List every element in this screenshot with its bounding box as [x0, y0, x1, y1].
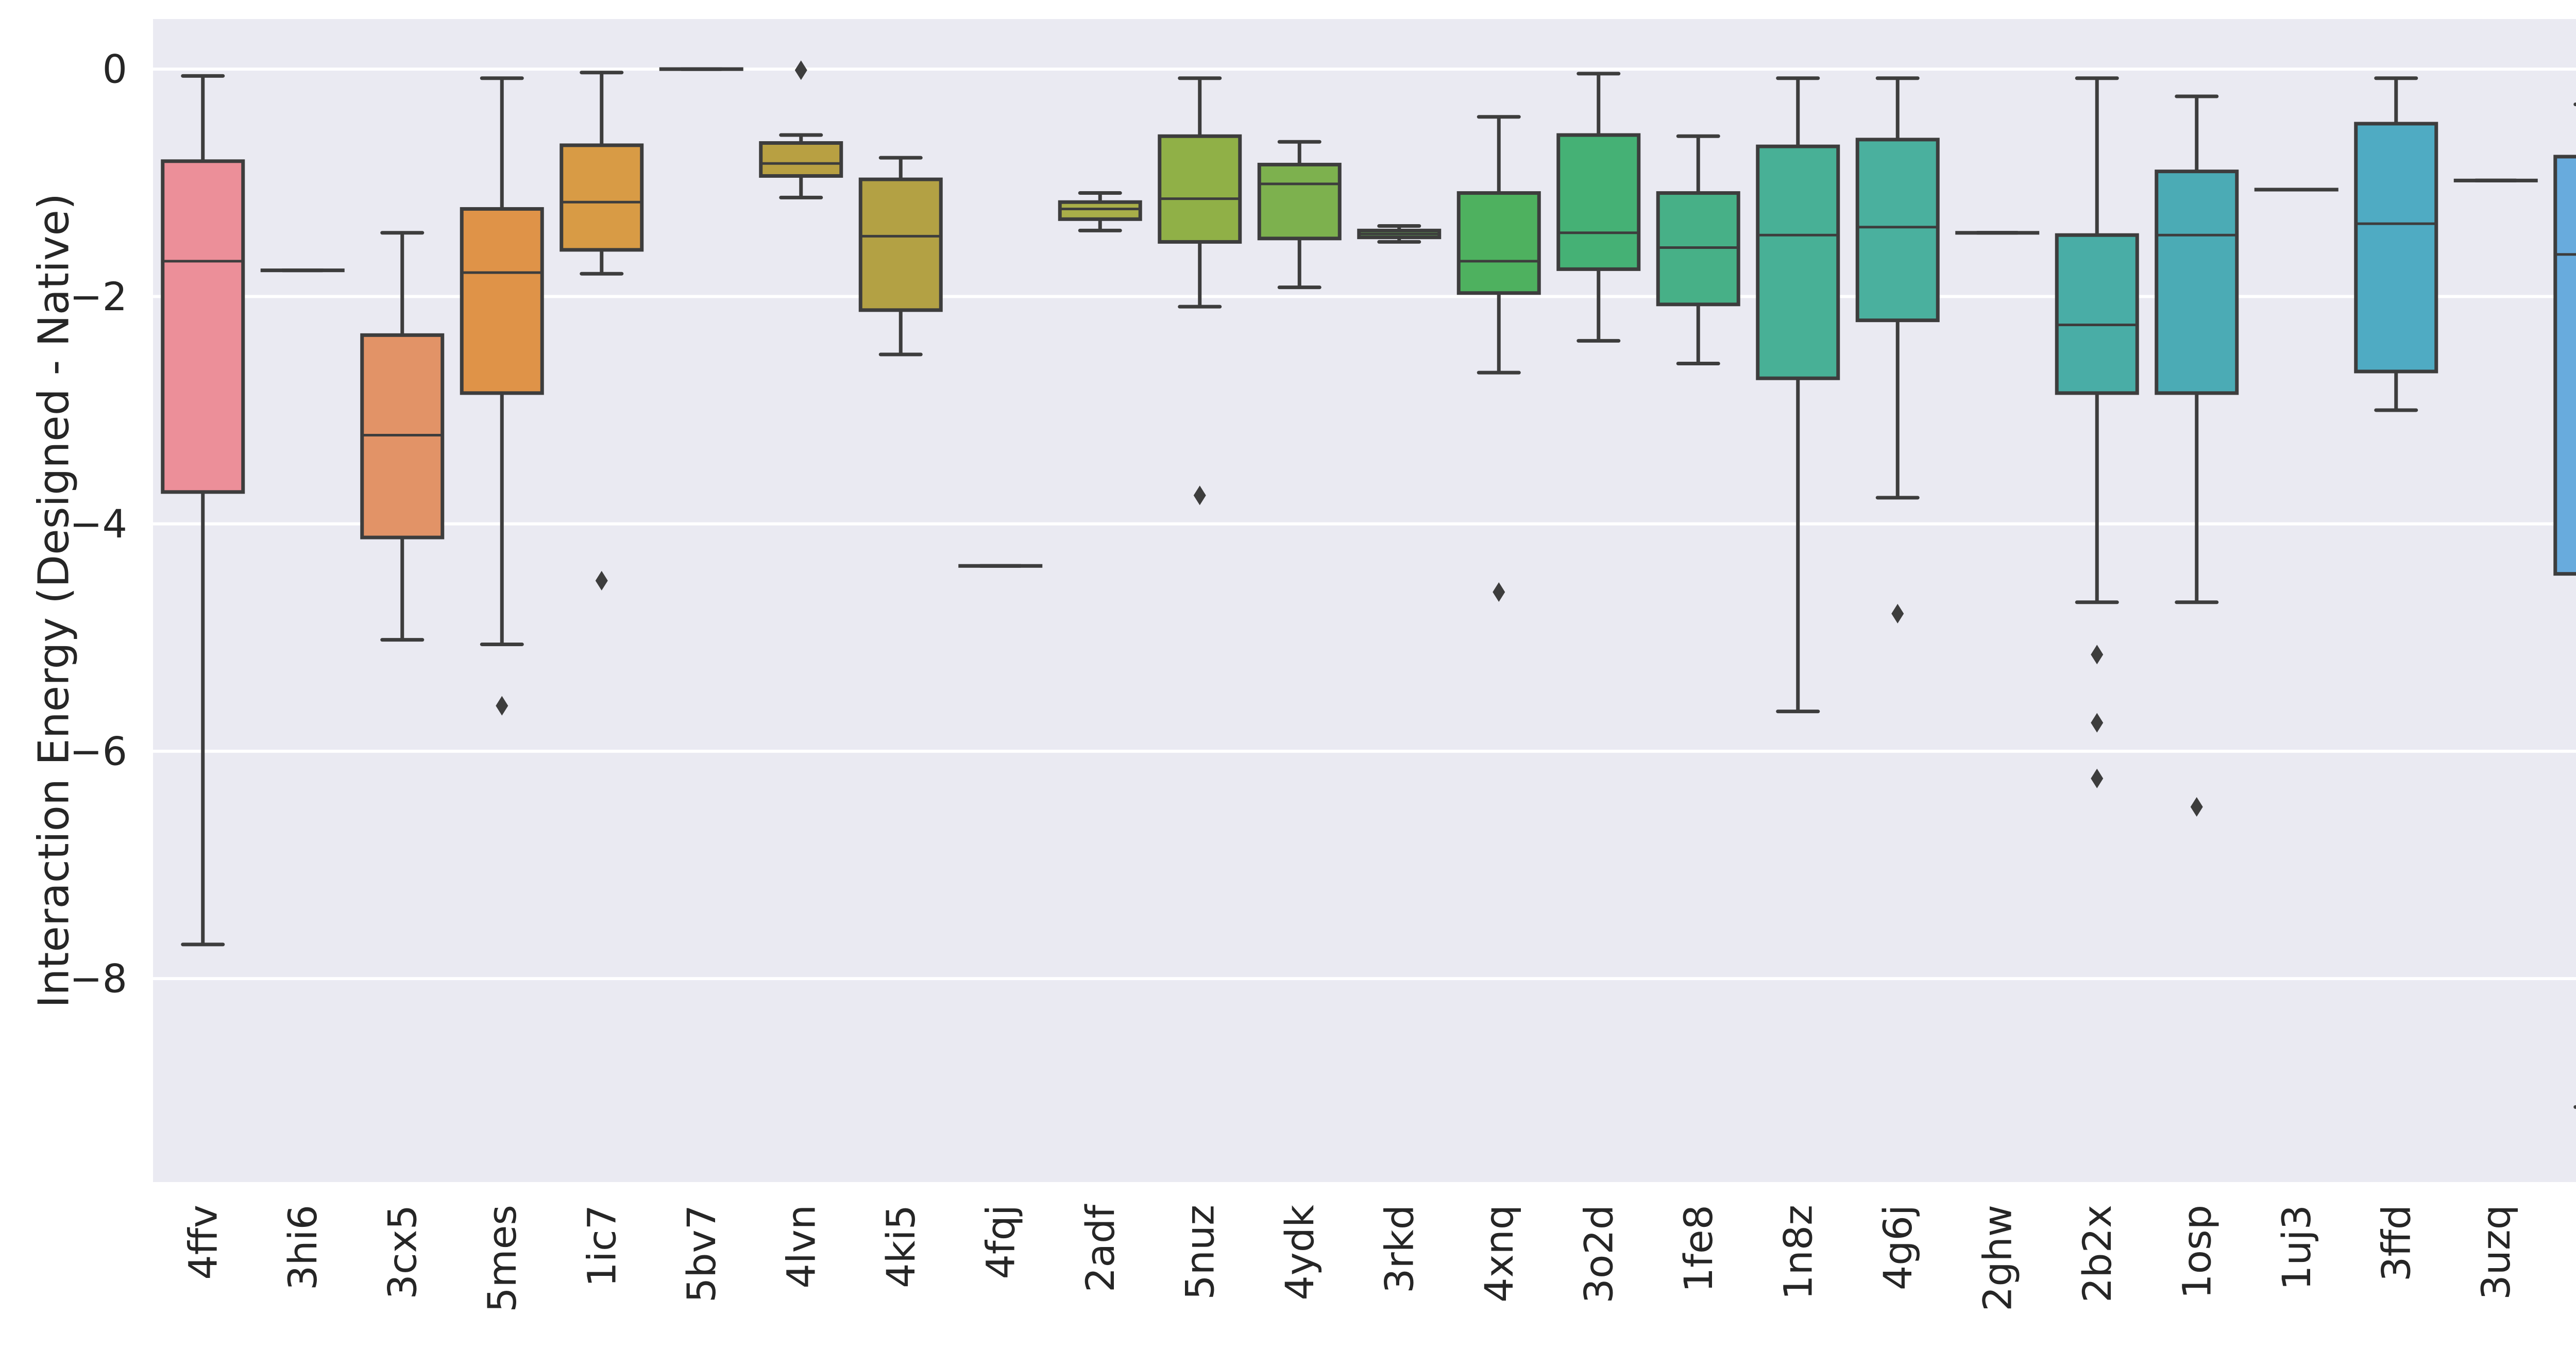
x-tick-label: 5nuz	[1177, 1205, 1223, 1300]
y-tick-label: −4	[70, 501, 127, 547]
iqr-box	[1158, 134, 1242, 244]
box-3o2d	[1556, 72, 1641, 343]
outlier-marker	[1193, 485, 1206, 506]
x-tick-label: 5mes	[479, 1205, 525, 1312]
iqr-box	[1257, 162, 1342, 241]
iqr-box	[2354, 122, 2438, 374]
x-tick-label: 1ic7	[579, 1205, 624, 1287]
box-4xnq	[1456, 115, 1541, 602]
iqr-box	[1456, 191, 1541, 295]
box-4ydk	[1257, 140, 1342, 290]
x-tick-label: 3cx5	[379, 1205, 425, 1299]
outlier-marker	[1891, 603, 1904, 624]
box-4lvn	[759, 60, 843, 199]
x-tick-label: 3hi6	[280, 1205, 326, 1290]
iqr-box	[161, 159, 245, 494]
x-tick-label: 3rkd	[1376, 1205, 1422, 1293]
iqr-box	[759, 141, 843, 178]
box-2b2x	[2055, 76, 2139, 788]
x-tick-label: 4fqj	[977, 1205, 1023, 1279]
outlier-marker	[2190, 797, 2203, 817]
x-tick-label: 4ydk	[1277, 1205, 1323, 1301]
x-tick-label: 4g6j	[1875, 1205, 1921, 1290]
x-tick-label: 3o2d	[1575, 1205, 1621, 1303]
x-tick-label: 3ffd	[2373, 1205, 2419, 1282]
iqr-box	[2055, 233, 2139, 395]
grid	[153, 68, 2576, 981]
iqr-box	[1556, 133, 1641, 271]
x-tick-label: 4ki5	[878, 1205, 924, 1288]
outlier-marker	[595, 570, 608, 591]
box-5mes	[460, 76, 544, 716]
x-tick-label: 1uj3	[2274, 1205, 2319, 1290]
y-axis-label: Interaction Energy (Designed - Native)	[30, 193, 79, 1008]
y-tick-labels: 0 −2 −4 −6 −8	[70, 46, 127, 1002]
iqr-box	[1855, 138, 1940, 323]
iqr-box	[560, 143, 644, 252]
x-tick-label: 3uzq	[2473, 1205, 2519, 1300]
x-tick-label: 1n8z	[1775, 1205, 1821, 1300]
iqr-box	[460, 207, 544, 395]
outlier-marker	[1493, 582, 1505, 602]
box-5nuz	[1158, 76, 1242, 506]
box-3cx5	[360, 231, 445, 642]
box-1osp	[2155, 94, 2239, 817]
box-3ffd	[2354, 76, 2438, 412]
x-tick-label: 1fe8	[1675, 1205, 1721, 1292]
x-tick-label: 2ghw	[1974, 1205, 2020, 1311]
box-2adf	[1058, 191, 1142, 232]
outlier-marker	[496, 696, 509, 716]
x-tick-label: 4lvn	[778, 1205, 824, 1289]
x-tick-label: 1osp	[2174, 1205, 2219, 1299]
iqr-box	[1058, 200, 1142, 221]
x-tick-label: 4xnq	[1476, 1205, 1522, 1303]
iqr-box	[2155, 170, 2239, 395]
box-4ffv	[161, 74, 245, 947]
iqr-box	[1756, 144, 1840, 380]
box-4dvr	[2553, 102, 2576, 1109]
x-tick-labels: 4ffv 3hi6 3cx5 5mes 1ic7 5bv7 4lvn 4ki5 4fqj 2adf…	[180, 1204, 2576, 1312]
x-tick-label: 2adf	[1077, 1204, 1123, 1292]
outlier-marker	[794, 60, 807, 80]
x-tick-label: 5bv7	[679, 1205, 724, 1303]
iqr-box	[858, 177, 943, 312]
y-tick-label: −2	[70, 274, 127, 319]
y-tick-label: 0	[103, 46, 127, 92]
outlier-marker	[2091, 713, 2104, 733]
outlier-marker	[2091, 645, 2104, 665]
box-1fe8	[1656, 134, 1740, 365]
box-3rkd	[1357, 224, 1442, 244]
box-1n8z	[1756, 76, 1840, 714]
outlier-marker	[2091, 768, 2104, 788]
box-4ki5	[858, 156, 943, 357]
box-1ic7	[560, 71, 644, 591]
y-tick-label: −8	[70, 956, 127, 1002]
box-4g6j	[1855, 76, 1940, 624]
x-tick-label: 4dvr	[2572, 1204, 2576, 1294]
iqr-box	[2553, 155, 2576, 576]
x-tick-label: 4ffv	[180, 1205, 226, 1280]
y-tick-label: −6	[70, 728, 127, 774]
x-tick-label: 2b2x	[2074, 1205, 2120, 1303]
